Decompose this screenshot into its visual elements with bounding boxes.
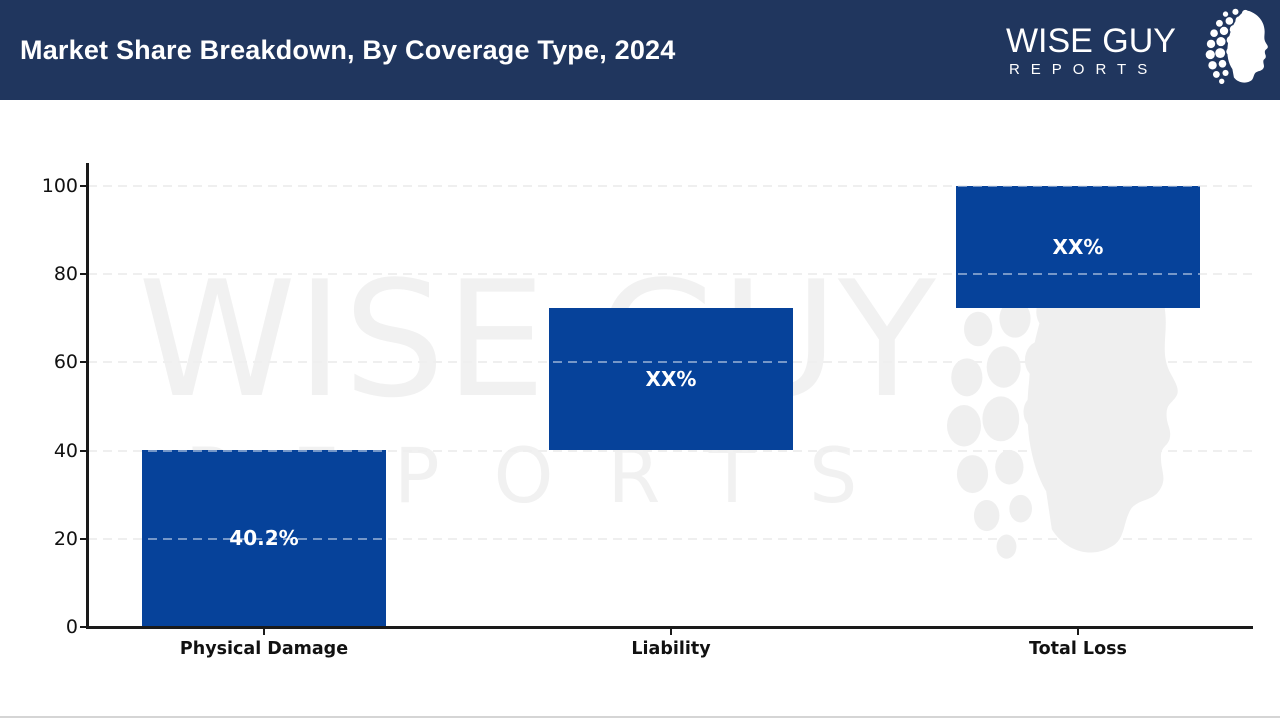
bar-physical-damage <box>142 449 386 627</box>
bottom-border <box>0 716 1280 718</box>
gridline-overlay <box>88 273 1253 276</box>
x-tick-mark <box>1077 628 1079 635</box>
x-axis-label-physical-damage: Physical Damage <box>179 639 349 659</box>
chart-title: Market Share Breakdown, By Coverage Type… <box>20 34 676 65</box>
gridline-overlay <box>88 537 1253 540</box>
x-axis-label-liability: Liability <box>631 639 711 659</box>
header-bar: Market Share Breakdown, By Coverage Type… <box>0 0 1280 100</box>
bar-value-label: 40.2% <box>229 526 299 551</box>
y-tick-label: 0 <box>65 616 78 638</box>
y-tick-label: 40 <box>53 439 78 462</box>
y-tick-mark <box>80 361 87 364</box>
x-tick-mark <box>263 628 265 635</box>
logo-text: WISE GUY REPORTS <box>1006 24 1176 77</box>
gridline <box>88 449 1253 452</box>
gridline <box>88 273 1253 276</box>
gridline <box>88 537 1253 540</box>
bar-total-loss <box>956 186 1200 309</box>
x-axis-label-total-loss: Total Loss <box>1029 639 1127 659</box>
y-tick-label: 100 <box>41 175 78 197</box>
logo-subtext: REPORTS <box>1008 60 1159 78</box>
y-tick-mark <box>80 537 87 540</box>
y-tick-label: 20 <box>53 527 78 550</box>
watermark-wordmark: WISE GUY <box>138 246 936 433</box>
y-tick-label: 80 <box>53 263 78 286</box>
logo-face-icon <box>1205 8 1268 84</box>
y-tick-mark <box>80 626 87 628</box>
gridline-overlay <box>88 185 1253 187</box>
y-tick-mark <box>80 273 87 276</box>
x-axis-spine <box>86 626 1253 629</box>
gridline-overlay <box>88 361 1253 364</box>
y-axis-spine <box>86 163 89 629</box>
y-tick-mark <box>80 185 87 187</box>
bar-value-label: XX% <box>1052 235 1104 260</box>
gridline-overlay <box>88 449 1253 452</box>
x-tick-mark <box>670 628 672 635</box>
wiseguy-logo: WISE GUY REPORTS <box>1006 8 1270 92</box>
bar-liability <box>549 308 793 450</box>
y-tick-mark <box>80 449 87 452</box>
bar-value-label: XX% <box>645 366 697 391</box>
gridline <box>88 185 1253 187</box>
logo-wordmark: WISE GUY <box>1005 21 1176 60</box>
y-tick-label: 60 <box>53 351 78 374</box>
